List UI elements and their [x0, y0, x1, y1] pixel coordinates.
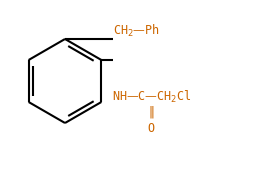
Text: O: O: [147, 123, 155, 136]
Text: NH—C—CH$_2$Cl: NH—C—CH$_2$Cl: [112, 89, 192, 105]
Text: $\Vert$: $\Vert$: [148, 104, 154, 120]
Text: CH$_2$—Ph: CH$_2$—Ph: [113, 23, 160, 39]
